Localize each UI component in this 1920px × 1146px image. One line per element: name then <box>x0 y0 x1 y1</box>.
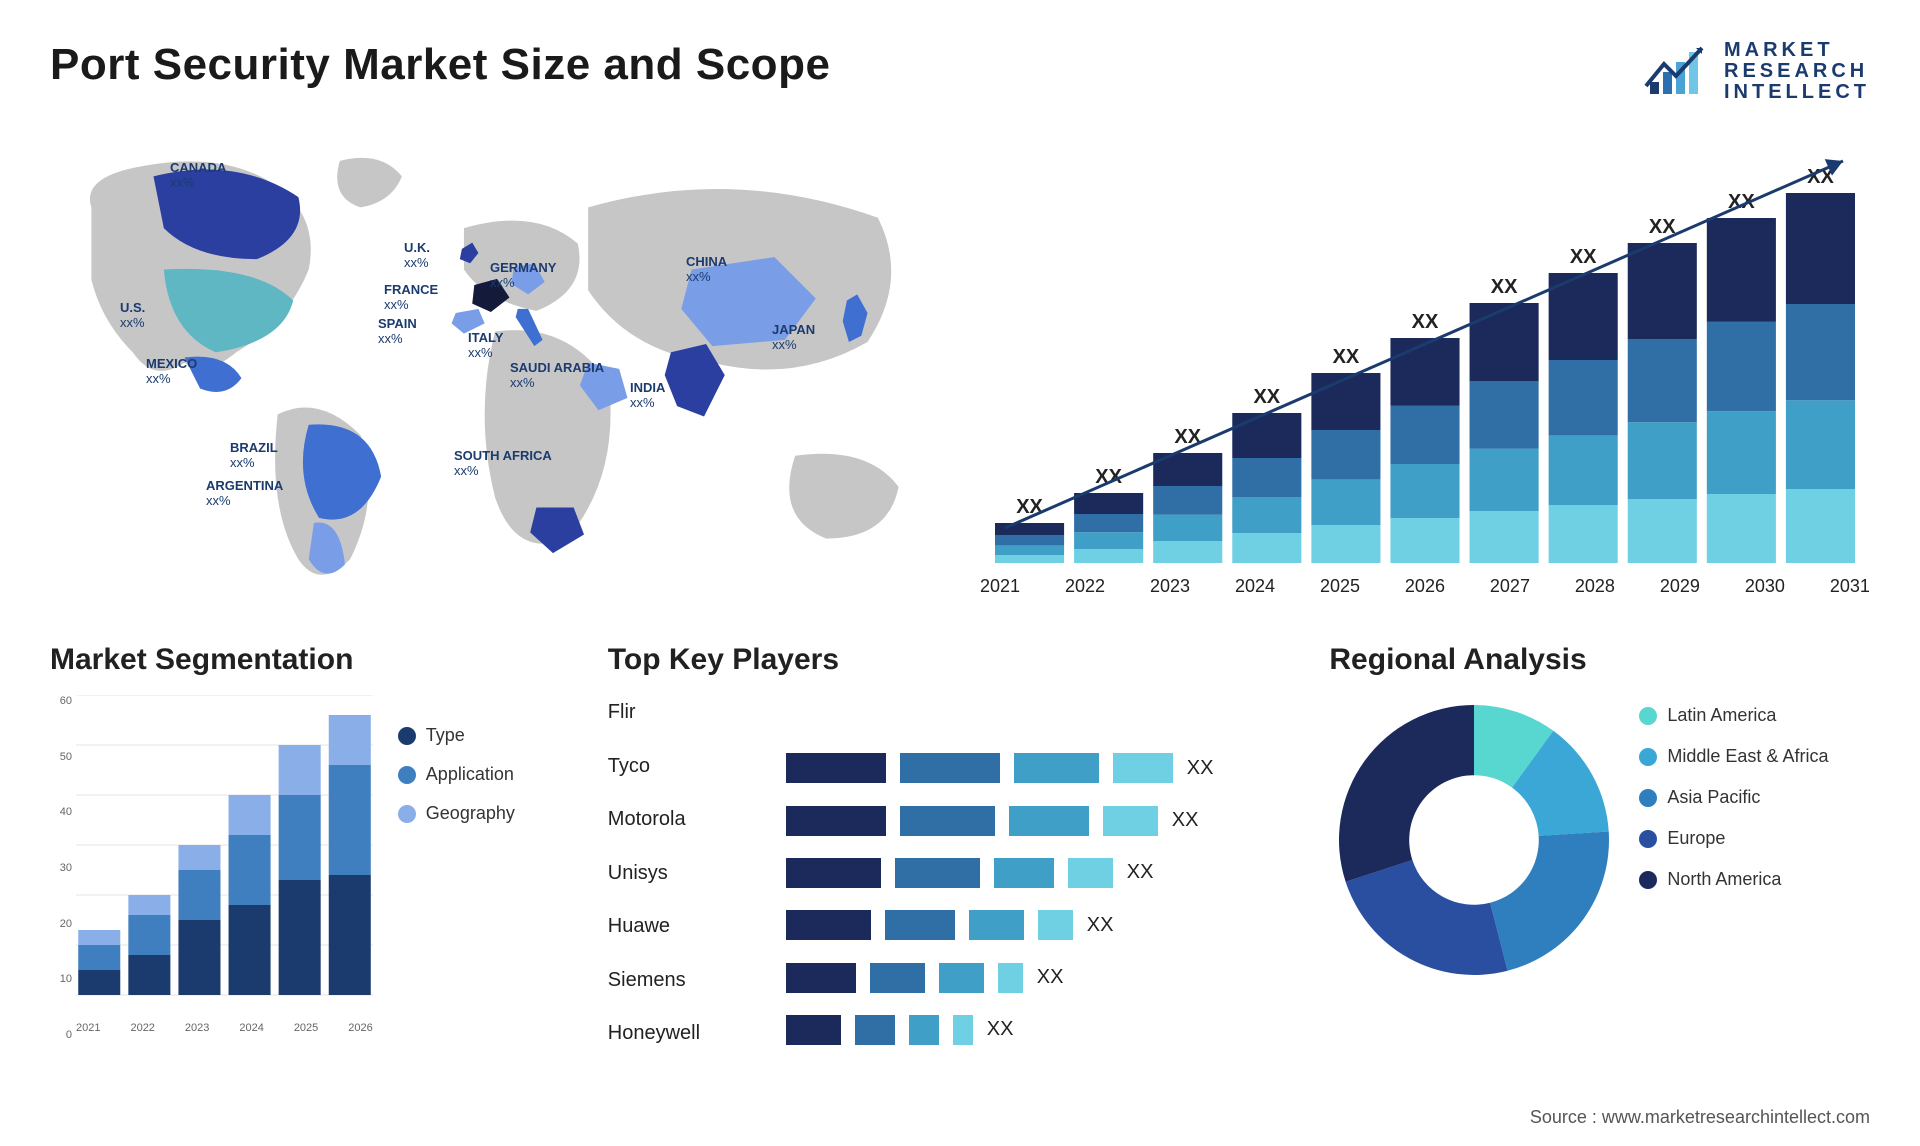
region-legend-item: Asia Pacific <box>1639 787 1828 808</box>
seg-legend-geography: Geography <box>398 803 578 824</box>
region-legend-item: Latin America <box>1639 705 1828 726</box>
player-bar-row: XX <box>786 753 1300 783</box>
player-bar-row: XX <box>786 1015 1300 1045</box>
map-label-u-s-: U.S.xx% <box>120 301 145 331</box>
segmentation-chart: 6050403020100 202120222023202420252026 <box>50 695 373 1063</box>
main-forecast-chart: XXXXXXXXXXXXXXXXXXXXXX 20212022202320242… <box>980 143 1870 603</box>
main-chart-year: 2030 <box>1745 576 1785 597</box>
svg-text:XX: XX <box>1412 311 1439 333</box>
main-chart-year: 2029 <box>1660 576 1700 597</box>
players-bar-chart: XX XX XX XX XX XX <box>786 695 1300 1063</box>
svg-text:XX: XX <box>1016 496 1043 518</box>
map-label-spain: SPAINxx% <box>378 317 417 347</box>
map-label-canada: CANADAxx% <box>170 161 226 191</box>
svg-text:XX: XX <box>1253 386 1280 408</box>
map-label-brazil: BRAZILxx% <box>230 441 278 471</box>
main-chart-year: 2025 <box>1320 576 1360 597</box>
page-title: Port Security Market Size and Scope <box>50 40 830 90</box>
player-name: Unisys <box>608 862 758 885</box>
world-map: CANADAxx% U.S.xx% MEXICOxx% BRAZILxx% ARGENT… <box>50 143 940 603</box>
player-name: Motorola <box>608 808 758 831</box>
player-name: Honeywell <box>608 1022 758 1045</box>
main-chart-year: 2028 <box>1575 576 1615 597</box>
regional-title: Regional Analysis <box>1329 643 1920 677</box>
regional-section: Regional Analysis Latin America Middle Ea… <box>1329 643 1920 1063</box>
player-bar-row: XX <box>786 963 1300 993</box>
players-name-list: Flir Tyco Motorola Unisys Huawe Siemens Honeyw… <box>608 695 758 1063</box>
svg-text:XX: XX <box>1491 276 1518 298</box>
map-label-italy: ITALYxx% <box>468 331 503 361</box>
player-name: Siemens <box>608 969 758 992</box>
map-label-china: CHINAxx% <box>686 255 727 285</box>
brand-logo: MARKET RESEARCH INTELLECT <box>1642 40 1870 103</box>
logo-text: MARKET RESEARCH INTELLECT <box>1724 40 1870 103</box>
seg-legend-type: Type <box>398 725 578 746</box>
player-bar-row: XX <box>786 910 1300 940</box>
player-bar-row: XX <box>786 806 1300 836</box>
player-name: Huawe <box>608 915 758 938</box>
segmentation-legend: Type Application Geography <box>398 695 578 1063</box>
player-bar-row: XX <box>786 858 1300 888</box>
map-label-japan: JAPANxx% <box>772 323 815 353</box>
region-legend-item: North America <box>1639 869 1828 890</box>
main-chart-year: 2022 <box>1065 576 1105 597</box>
players-title: Top Key Players <box>608 643 1300 677</box>
main-chart-year: 2027 <box>1490 576 1530 597</box>
svg-text:XX: XX <box>1333 346 1360 368</box>
players-section: Top Key Players Flir Tyco Motorola Unisys Hu… <box>608 643 1300 1063</box>
map-label-india: INDIAxx% <box>630 381 665 411</box>
map-label-mexico: MEXICOxx% <box>146 357 197 387</box>
region-legend-item: Europe <box>1639 828 1828 849</box>
regional-donut-chart <box>1329 695 1619 985</box>
map-label-germany: GERMANYxx% <box>490 261 556 291</box>
svg-text:XX: XX <box>1570 246 1597 268</box>
main-chart-year: 2023 <box>1150 576 1190 597</box>
region-legend-item: Middle East & Africa <box>1639 746 1828 767</box>
map-label-france: FRANCExx% <box>384 283 438 313</box>
player-name: Flir <box>608 701 758 724</box>
logo-mark-icon <box>1642 42 1712 102</box>
main-chart-year: 2031 <box>1830 576 1870 597</box>
map-label-argentina: ARGENTINAxx% <box>206 479 283 509</box>
source-attribution: Source : www.marketresearchintellect.com <box>1530 1107 1870 1128</box>
seg-legend-application: Application <box>398 764 578 785</box>
player-name: Tyco <box>608 755 758 778</box>
segmentation-title: Market Segmentation <box>50 643 578 677</box>
main-chart-year: 2024 <box>1235 576 1275 597</box>
map-label-u-k-: U.K.xx% <box>404 241 430 271</box>
map-label-south-africa: SOUTH AFRICAxx% <box>454 449 552 479</box>
segmentation-section: Market Segmentation 6050403020100 202120… <box>50 643 578 1063</box>
regional-legend: Latin America Middle East & Africa Asia Pa… <box>1639 695 1828 890</box>
main-chart-year: 2021 <box>980 576 1020 597</box>
main-chart-year: 2026 <box>1405 576 1445 597</box>
map-label-saudi-arabia: SAUDI ARABIAxx% <box>510 361 604 391</box>
